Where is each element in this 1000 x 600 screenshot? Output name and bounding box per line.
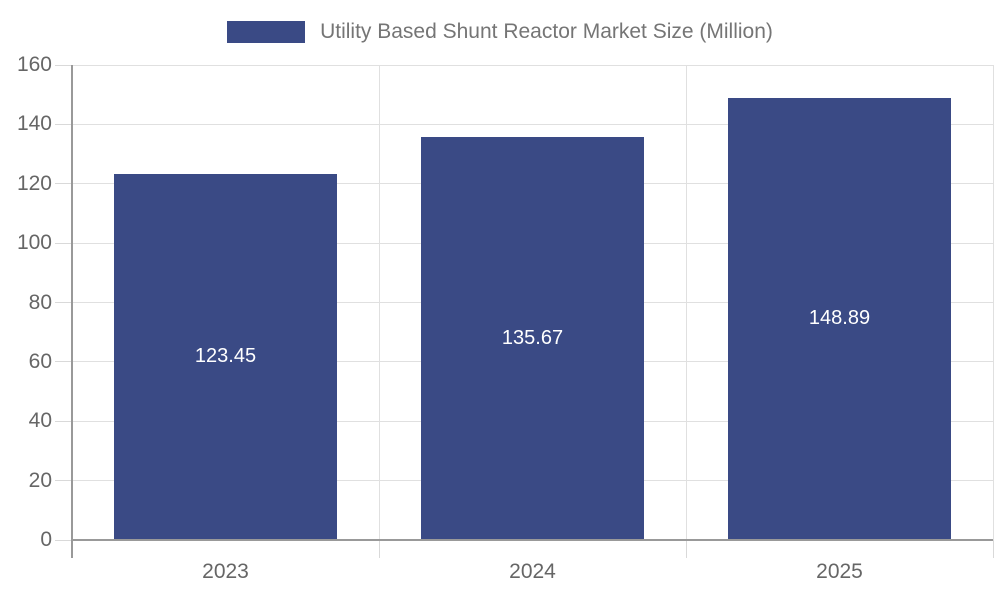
bar-2024[interactable]: 135.67 bbox=[421, 137, 644, 540]
y-axis-line bbox=[71, 65, 73, 558]
y-tick-label: 160 bbox=[16, 53, 52, 76]
y-axis-tick bbox=[55, 539, 72, 541]
y-axis-tick bbox=[55, 420, 72, 422]
y-gridline bbox=[72, 64, 993, 66]
y-tick-label: 0 bbox=[40, 528, 52, 551]
x-tick-label-2024: 2024 bbox=[509, 560, 556, 583]
x-gridline bbox=[992, 65, 994, 540]
y-tick-label: 100 bbox=[16, 231, 52, 255]
legend-item[interactable]: Utility Based Shunt Reactor Market Size … bbox=[0, 19, 1000, 45]
x-axis-tick bbox=[378, 540, 380, 558]
y-tick-label: 120 bbox=[16, 171, 52, 195]
x-axis-tick bbox=[992, 540, 994, 558]
x-gridline bbox=[685, 65, 687, 540]
bar-value-label: 123.45 bbox=[194, 345, 257, 368]
x-axis-line bbox=[72, 539, 993, 541]
y-axis-tick bbox=[55, 361, 72, 363]
y-axis-tick bbox=[55, 183, 72, 185]
y-tick-label: 80 bbox=[28, 290, 52, 314]
y-gridline bbox=[72, 123, 993, 125]
y-tick-label: 140 bbox=[16, 112, 52, 136]
y-tick-label: 60 bbox=[28, 349, 52, 373]
y-axis-tick bbox=[55, 242, 72, 244]
x-axis-tick bbox=[685, 540, 687, 558]
y-axis-tick bbox=[55, 302, 72, 303]
y-axis-tick bbox=[55, 480, 72, 482]
bar-2023[interactable]: 123.45 bbox=[114, 173, 337, 540]
bar-2025[interactable]: 148.89 bbox=[728, 97, 951, 540]
x-tick-label-2025: 2025 bbox=[816, 560, 863, 583]
bar-value-label: 135.67 bbox=[501, 327, 564, 350]
legend-swatch-icon[interactable] bbox=[227, 21, 306, 43]
x-gridline bbox=[378, 65, 380, 540]
x-tick-label-2023: 2023 bbox=[202, 560, 249, 583]
y-axis-tick bbox=[55, 123, 72, 125]
legend-label[interactable]: Utility Based Shunt Reactor Market Size … bbox=[320, 20, 773, 43]
y-axis-tick bbox=[55, 64, 72, 66]
bar-value-label: 148.89 bbox=[808, 307, 871, 330]
y-tick-label: 40 bbox=[28, 409, 52, 433]
y-tick-label: 20 bbox=[28, 468, 52, 492]
